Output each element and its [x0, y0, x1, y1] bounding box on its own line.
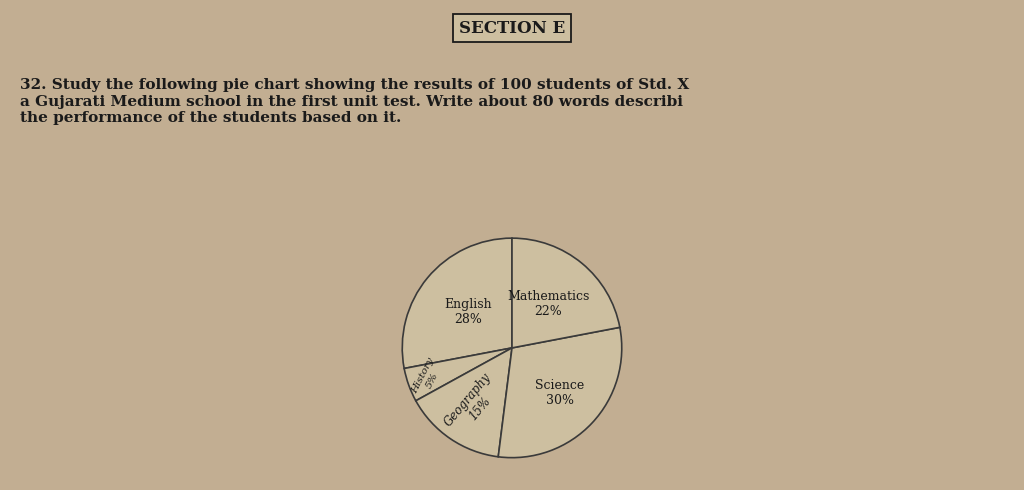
Text: Geography
15%: Geography 15% [442, 370, 506, 438]
Wedge shape [499, 327, 622, 458]
Wedge shape [512, 238, 620, 348]
Text: Science
30%: Science 30% [536, 379, 585, 407]
Text: SECTION E: SECTION E [459, 20, 565, 37]
Wedge shape [404, 348, 512, 401]
Wedge shape [416, 348, 512, 457]
Text: 32. Study the following pie chart showing the results of 100 students of Std. X
: 32. Study the following pie chart showin… [20, 78, 690, 125]
Text: History
5%: History 5% [410, 357, 444, 400]
Text: English
28%: English 28% [444, 297, 492, 325]
Text: Mathematics
22%: Mathematics 22% [507, 290, 590, 318]
Wedge shape [402, 238, 512, 368]
